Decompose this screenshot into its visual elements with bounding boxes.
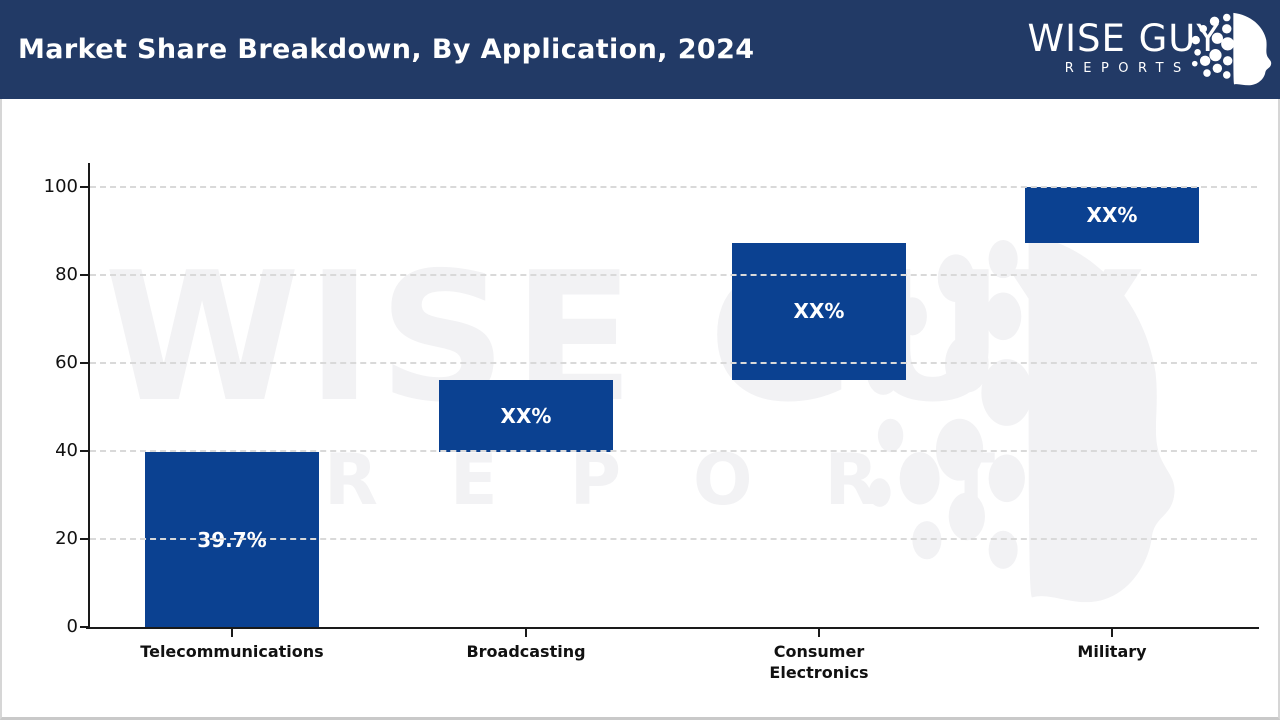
y-tick-mark (80, 362, 88, 364)
category-label: Military (1077, 642, 1147, 661)
gridline (90, 186, 1257, 188)
logo-wordmark: WISE GUY (1027, 17, 1220, 60)
page-title: Market Share Breakdown, By Application, … (18, 34, 755, 65)
y-tick-label: 100 (43, 176, 78, 197)
logo-text: WISE GUY REPORTS (1027, 17, 1220, 77)
gridline (90, 362, 1257, 364)
y-tick-label: 60 (55, 352, 78, 373)
bar-value-label: XX% (500, 404, 552, 429)
y-tick-label: 80 (55, 264, 78, 285)
bar: XX% (1025, 187, 1199, 243)
bar: XX% (732, 242, 906, 380)
y-axis (88, 163, 90, 629)
category-label: Telecommunications (140, 642, 324, 661)
x-tick-mark (231, 629, 233, 637)
wiseguy-face-icon (1191, 12, 1272, 86)
category-label: Consumer Electronics (769, 642, 869, 682)
y-tick-mark (80, 274, 88, 276)
x-axis (86, 627, 1259, 629)
chart-area: WISE GUY REPORTS 0 20 40 60 80 100 39.7% Teleco… (0, 99, 1280, 720)
y-tick-mark (80, 186, 88, 188)
y-tick-label: 20 (55, 528, 78, 549)
header-bar: Market Share Breakdown, By Application, … (0, 0, 1280, 99)
y-tick-mark (80, 450, 88, 452)
watermark-subtitle: REPORTS (324, 439, 1190, 521)
gridline (90, 274, 1257, 276)
gridline (90, 450, 1257, 452)
logo-subtitle: REPORTS (1064, 61, 1191, 76)
y-tick-label: 0 (66, 616, 78, 637)
y-tick-mark (80, 626, 88, 628)
category-label: Broadcasting (466, 642, 586, 661)
bar-value-label: XX% (793, 299, 845, 324)
gridline (90, 538, 1257, 540)
y-tick-mark (80, 538, 88, 540)
bar-value-label: XX% (1086, 202, 1138, 227)
y-tick-label: 40 (55, 440, 78, 461)
wiseguy-logo: WISE GUY REPORTS (1020, 7, 1272, 93)
x-tick-mark (818, 629, 820, 637)
x-tick-mark (1111, 629, 1113, 637)
bar: XX% (439, 379, 613, 453)
x-tick-mark (525, 629, 527, 637)
